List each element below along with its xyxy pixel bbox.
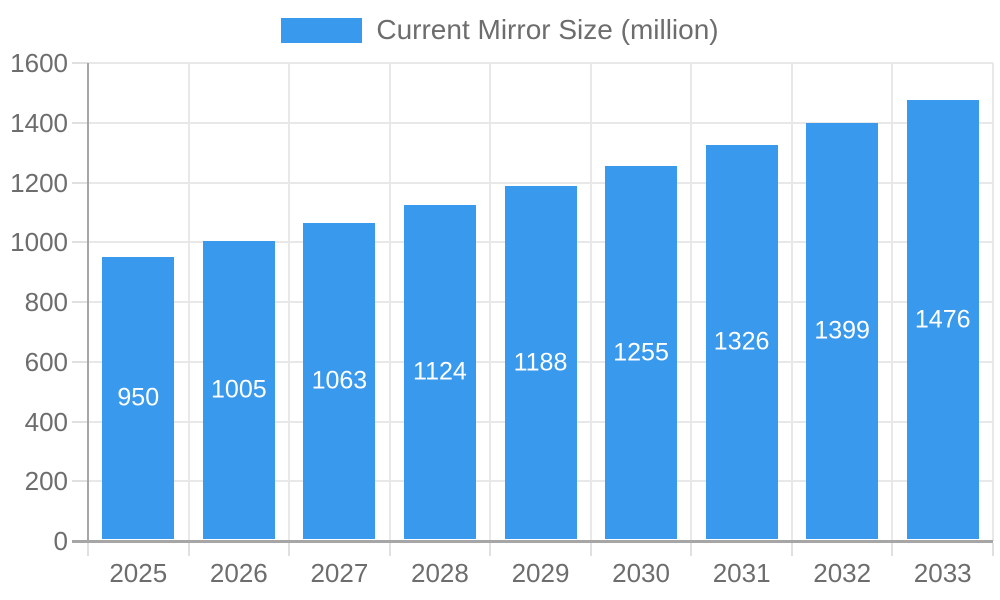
x-tick-label: 2032 [813, 558, 872, 588]
bar[interactable]: 1005 [202, 240, 275, 539]
bar[interactable]: 1326 [705, 144, 778, 539]
bar-value-label: 1124 [413, 357, 467, 386]
y-tick [72, 241, 88, 244]
bar-value-label: 1326 [713, 327, 770, 356]
y-tick [72, 181, 88, 184]
x-tick-label: 2033 [913, 558, 972, 588]
y-gridline [88, 62, 993, 64]
x-tick-label: 2027 [310, 558, 369, 588]
legend: Current Mirror Size (million) [0, 14, 1000, 46]
bar-value-label: 1063 [311, 366, 368, 395]
y-tick [72, 420, 88, 423]
y-axis-line [87, 63, 89, 543]
y-tick [72, 62, 88, 64]
y-tick-label: 1200 [10, 167, 68, 198]
x-gridline [489, 63, 492, 541]
legend-label: Current Mirror Size (million) [376, 14, 719, 45]
x-gridline [891, 63, 894, 541]
bar[interactable]: 1476 [906, 100, 979, 539]
y-tick-label: 200 [24, 466, 68, 497]
y-tick [72, 480, 88, 483]
y-tick-label: 800 [24, 287, 68, 317]
x-tick [790, 543, 793, 556]
y-tick-label: 400 [24, 406, 68, 437]
bar[interactable]: 1399 [806, 123, 879, 539]
x-tick [87, 543, 89, 556]
x-tick-label: 2029 [511, 558, 570, 588]
bar[interactable]: 1255 [605, 166, 678, 539]
bar-value-label: 1476 [914, 305, 971, 333]
x-tick [187, 543, 190, 556]
x-tick-label: 2030 [612, 558, 670, 588]
x-gridline [690, 63, 693, 541]
y-tick-label: 1000 [10, 227, 68, 258]
bar[interactable]: 1188 [504, 186, 577, 539]
bar[interactable]: 1124 [403, 205, 476, 539]
y-tick [72, 121, 88, 124]
bar[interactable]: 1063 [303, 223, 376, 539]
x-tick [992, 543, 994, 556]
x-tick-label: 2026 [209, 558, 268, 588]
x-gridline [790, 63, 793, 541]
bar-value-label: 1255 [613, 338, 669, 367]
bar[interactable]: 950 [102, 257, 175, 539]
x-tick [388, 543, 391, 556]
x-tick-label: 2028 [411, 558, 469, 588]
x-tick [489, 543, 492, 556]
y-tick [72, 301, 88, 303]
y-gridline [88, 181, 993, 184]
bar-value-label: 1399 [814, 316, 870, 345]
x-gridline [589, 63, 592, 541]
bar-value-label: 1188 [513, 348, 568, 377]
x-gridline [187, 63, 190, 541]
y-tick-label: 0 [53, 526, 68, 556]
x-tick [288, 543, 291, 556]
x-tick [891, 543, 894, 556]
x-axis-line [72, 540, 993, 543]
y-tick-label: 1600 [10, 48, 68, 78]
legend-item[interactable]: Current Mirror Size (million) [281, 14, 719, 46]
y-gridline [88, 121, 993, 124]
x-tick-label: 2025 [109, 558, 168, 588]
y-tick-label: 1400 [10, 107, 68, 138]
x-gridline [288, 63, 291, 541]
bar-value-label: 1005 [211, 375, 267, 404]
x-tick-label: 2031 [712, 558, 771, 588]
x-gridline [992, 63, 994, 541]
y-tick [72, 360, 88, 363]
x-tick [690, 543, 693, 556]
bar-value-label: 950 [117, 383, 160, 412]
x-tick [589, 543, 592, 556]
legend-swatch-icon [281, 17, 363, 43]
x-gridline [388, 63, 391, 541]
y-tick-label: 600 [24, 346, 68, 377]
